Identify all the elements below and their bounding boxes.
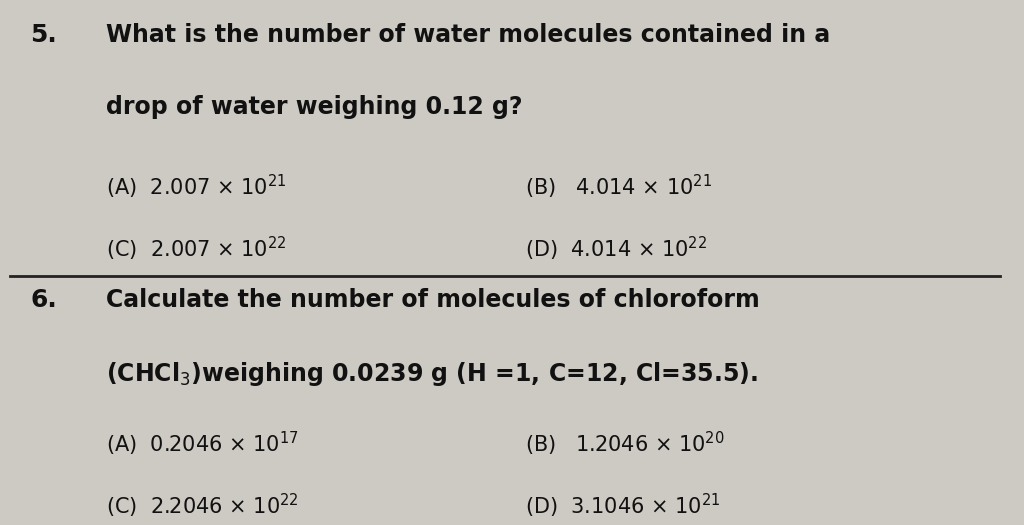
- Text: (CHCl$_{3}$)weighing 0.0239 g (H =1, C=12, Cl=35.5).: (CHCl$_{3}$)weighing 0.0239 g (H =1, C=1…: [106, 361, 758, 388]
- Text: 5.: 5.: [31, 23, 57, 47]
- Text: (D)  3.1046 × 10$^{21}$: (D) 3.1046 × 10$^{21}$: [525, 492, 721, 520]
- Text: What is the number of water molecules contained in a: What is the number of water molecules co…: [106, 23, 830, 47]
- Text: (A)  0.2046 × 10$^{17}$: (A) 0.2046 × 10$^{17}$: [106, 430, 299, 458]
- Text: Calculate the number of molecules of chloroform: Calculate the number of molecules of chl…: [106, 288, 760, 312]
- Text: 6.: 6.: [31, 288, 57, 312]
- Text: (B)   1.2046 × 10$^{20}$: (B) 1.2046 × 10$^{20}$: [525, 430, 725, 458]
- Text: (A)  2.007 × 10$^{21}$: (A) 2.007 × 10$^{21}$: [106, 173, 287, 201]
- Text: (D)  4.014 × 10$^{22}$: (D) 4.014 × 10$^{22}$: [525, 234, 708, 262]
- Text: (B)   4.014 × 10$^{21}$: (B) 4.014 × 10$^{21}$: [525, 173, 713, 201]
- Text: (C)  2.007 × 10$^{22}$: (C) 2.007 × 10$^{22}$: [106, 234, 287, 262]
- Text: (C)  2.2046 × 10$^{22}$: (C) 2.2046 × 10$^{22}$: [106, 492, 299, 520]
- Text: drop of water weighing 0.12 g?: drop of water weighing 0.12 g?: [106, 95, 522, 119]
